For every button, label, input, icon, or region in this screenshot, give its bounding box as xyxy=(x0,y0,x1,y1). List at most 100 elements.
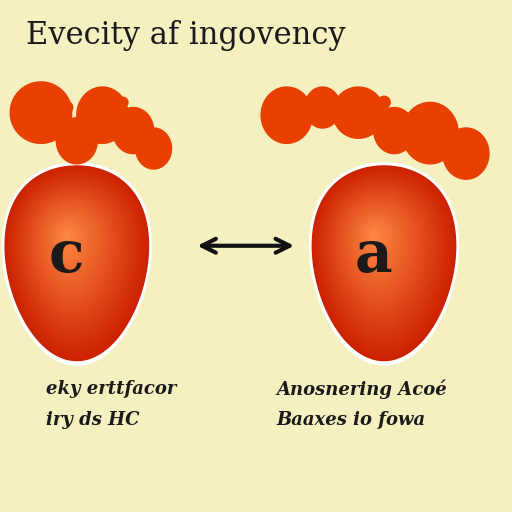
Polygon shape xyxy=(22,185,126,326)
Polygon shape xyxy=(16,178,134,338)
Polygon shape xyxy=(261,87,312,143)
Polygon shape xyxy=(8,169,144,354)
Polygon shape xyxy=(50,217,89,270)
Text: eky erttfacor: eky erttfacor xyxy=(46,380,177,398)
Polygon shape xyxy=(351,209,404,283)
Polygon shape xyxy=(51,218,87,267)
Polygon shape xyxy=(30,194,116,311)
Polygon shape xyxy=(331,187,431,323)
Polygon shape xyxy=(358,218,394,267)
Polygon shape xyxy=(28,192,118,314)
Polygon shape xyxy=(328,183,435,329)
Text: Evecity af ingovency: Evecity af ingovency xyxy=(26,20,345,51)
Polygon shape xyxy=(24,187,124,323)
Polygon shape xyxy=(355,215,398,273)
Polygon shape xyxy=(305,87,340,128)
Polygon shape xyxy=(57,225,79,254)
Circle shape xyxy=(378,96,390,109)
Polygon shape xyxy=(443,128,489,179)
Polygon shape xyxy=(315,169,452,354)
Circle shape xyxy=(312,102,323,113)
Polygon shape xyxy=(357,217,396,270)
Text: iry ds HC: iry ds HC xyxy=(46,411,140,429)
Polygon shape xyxy=(136,128,172,169)
Polygon shape xyxy=(346,204,411,292)
Polygon shape xyxy=(10,171,142,351)
Polygon shape xyxy=(348,206,409,289)
Polygon shape xyxy=(77,87,128,143)
Polygon shape xyxy=(338,196,421,307)
Polygon shape xyxy=(13,175,138,345)
Polygon shape xyxy=(113,108,154,154)
Polygon shape xyxy=(27,190,120,317)
Polygon shape xyxy=(33,197,112,304)
Polygon shape xyxy=(332,188,429,320)
Polygon shape xyxy=(368,228,382,248)
Polygon shape xyxy=(329,185,433,326)
Polygon shape xyxy=(343,201,415,298)
Polygon shape xyxy=(19,182,130,332)
Polygon shape xyxy=(37,202,105,295)
Polygon shape xyxy=(335,192,425,314)
Polygon shape xyxy=(14,177,136,342)
Polygon shape xyxy=(25,188,122,320)
Polygon shape xyxy=(326,182,437,332)
Polygon shape xyxy=(59,227,77,251)
Polygon shape xyxy=(334,190,427,317)
Polygon shape xyxy=(372,234,376,239)
Polygon shape xyxy=(363,223,388,258)
Polygon shape xyxy=(5,166,148,360)
Polygon shape xyxy=(314,168,454,357)
Polygon shape xyxy=(36,201,108,298)
Polygon shape xyxy=(40,206,101,289)
Polygon shape xyxy=(56,223,81,258)
Text: Anosnering Acoé: Anosnering Acoé xyxy=(276,379,447,399)
Polygon shape xyxy=(42,208,99,286)
Polygon shape xyxy=(108,102,128,123)
Polygon shape xyxy=(7,168,146,357)
Text: c: c xyxy=(49,228,84,284)
Polygon shape xyxy=(325,180,439,335)
Polygon shape xyxy=(354,213,400,276)
Polygon shape xyxy=(39,204,103,292)
Polygon shape xyxy=(56,118,97,164)
Polygon shape xyxy=(312,166,456,360)
Polygon shape xyxy=(317,171,450,351)
Polygon shape xyxy=(366,227,384,251)
Polygon shape xyxy=(333,97,353,118)
Polygon shape xyxy=(374,108,415,154)
Polygon shape xyxy=(17,180,132,335)
Polygon shape xyxy=(345,202,413,295)
Polygon shape xyxy=(323,178,441,338)
Polygon shape xyxy=(289,97,315,123)
Polygon shape xyxy=(349,208,407,286)
Polygon shape xyxy=(360,220,392,264)
Polygon shape xyxy=(44,209,97,283)
Polygon shape xyxy=(54,222,83,261)
Polygon shape xyxy=(337,194,423,311)
Polygon shape xyxy=(309,163,459,365)
Polygon shape xyxy=(320,175,445,345)
Polygon shape xyxy=(365,225,386,254)
Polygon shape xyxy=(31,196,114,307)
Text: Baaxes io fowa: Baaxes io fowa xyxy=(276,411,425,429)
Polygon shape xyxy=(11,173,140,348)
Polygon shape xyxy=(342,199,417,301)
Polygon shape xyxy=(10,82,72,143)
Text: a: a xyxy=(355,228,393,284)
Polygon shape xyxy=(352,211,402,279)
Polygon shape xyxy=(20,183,128,329)
Polygon shape xyxy=(63,232,71,242)
Circle shape xyxy=(118,97,128,108)
Polygon shape xyxy=(47,213,93,276)
Polygon shape xyxy=(62,230,73,245)
Polygon shape xyxy=(2,163,152,365)
Polygon shape xyxy=(48,215,91,273)
Polygon shape xyxy=(371,232,378,242)
Polygon shape xyxy=(44,102,69,128)
Polygon shape xyxy=(322,177,443,342)
Polygon shape xyxy=(333,87,384,138)
Polygon shape xyxy=(65,234,69,239)
Polygon shape xyxy=(34,199,110,301)
Polygon shape xyxy=(318,173,447,348)
